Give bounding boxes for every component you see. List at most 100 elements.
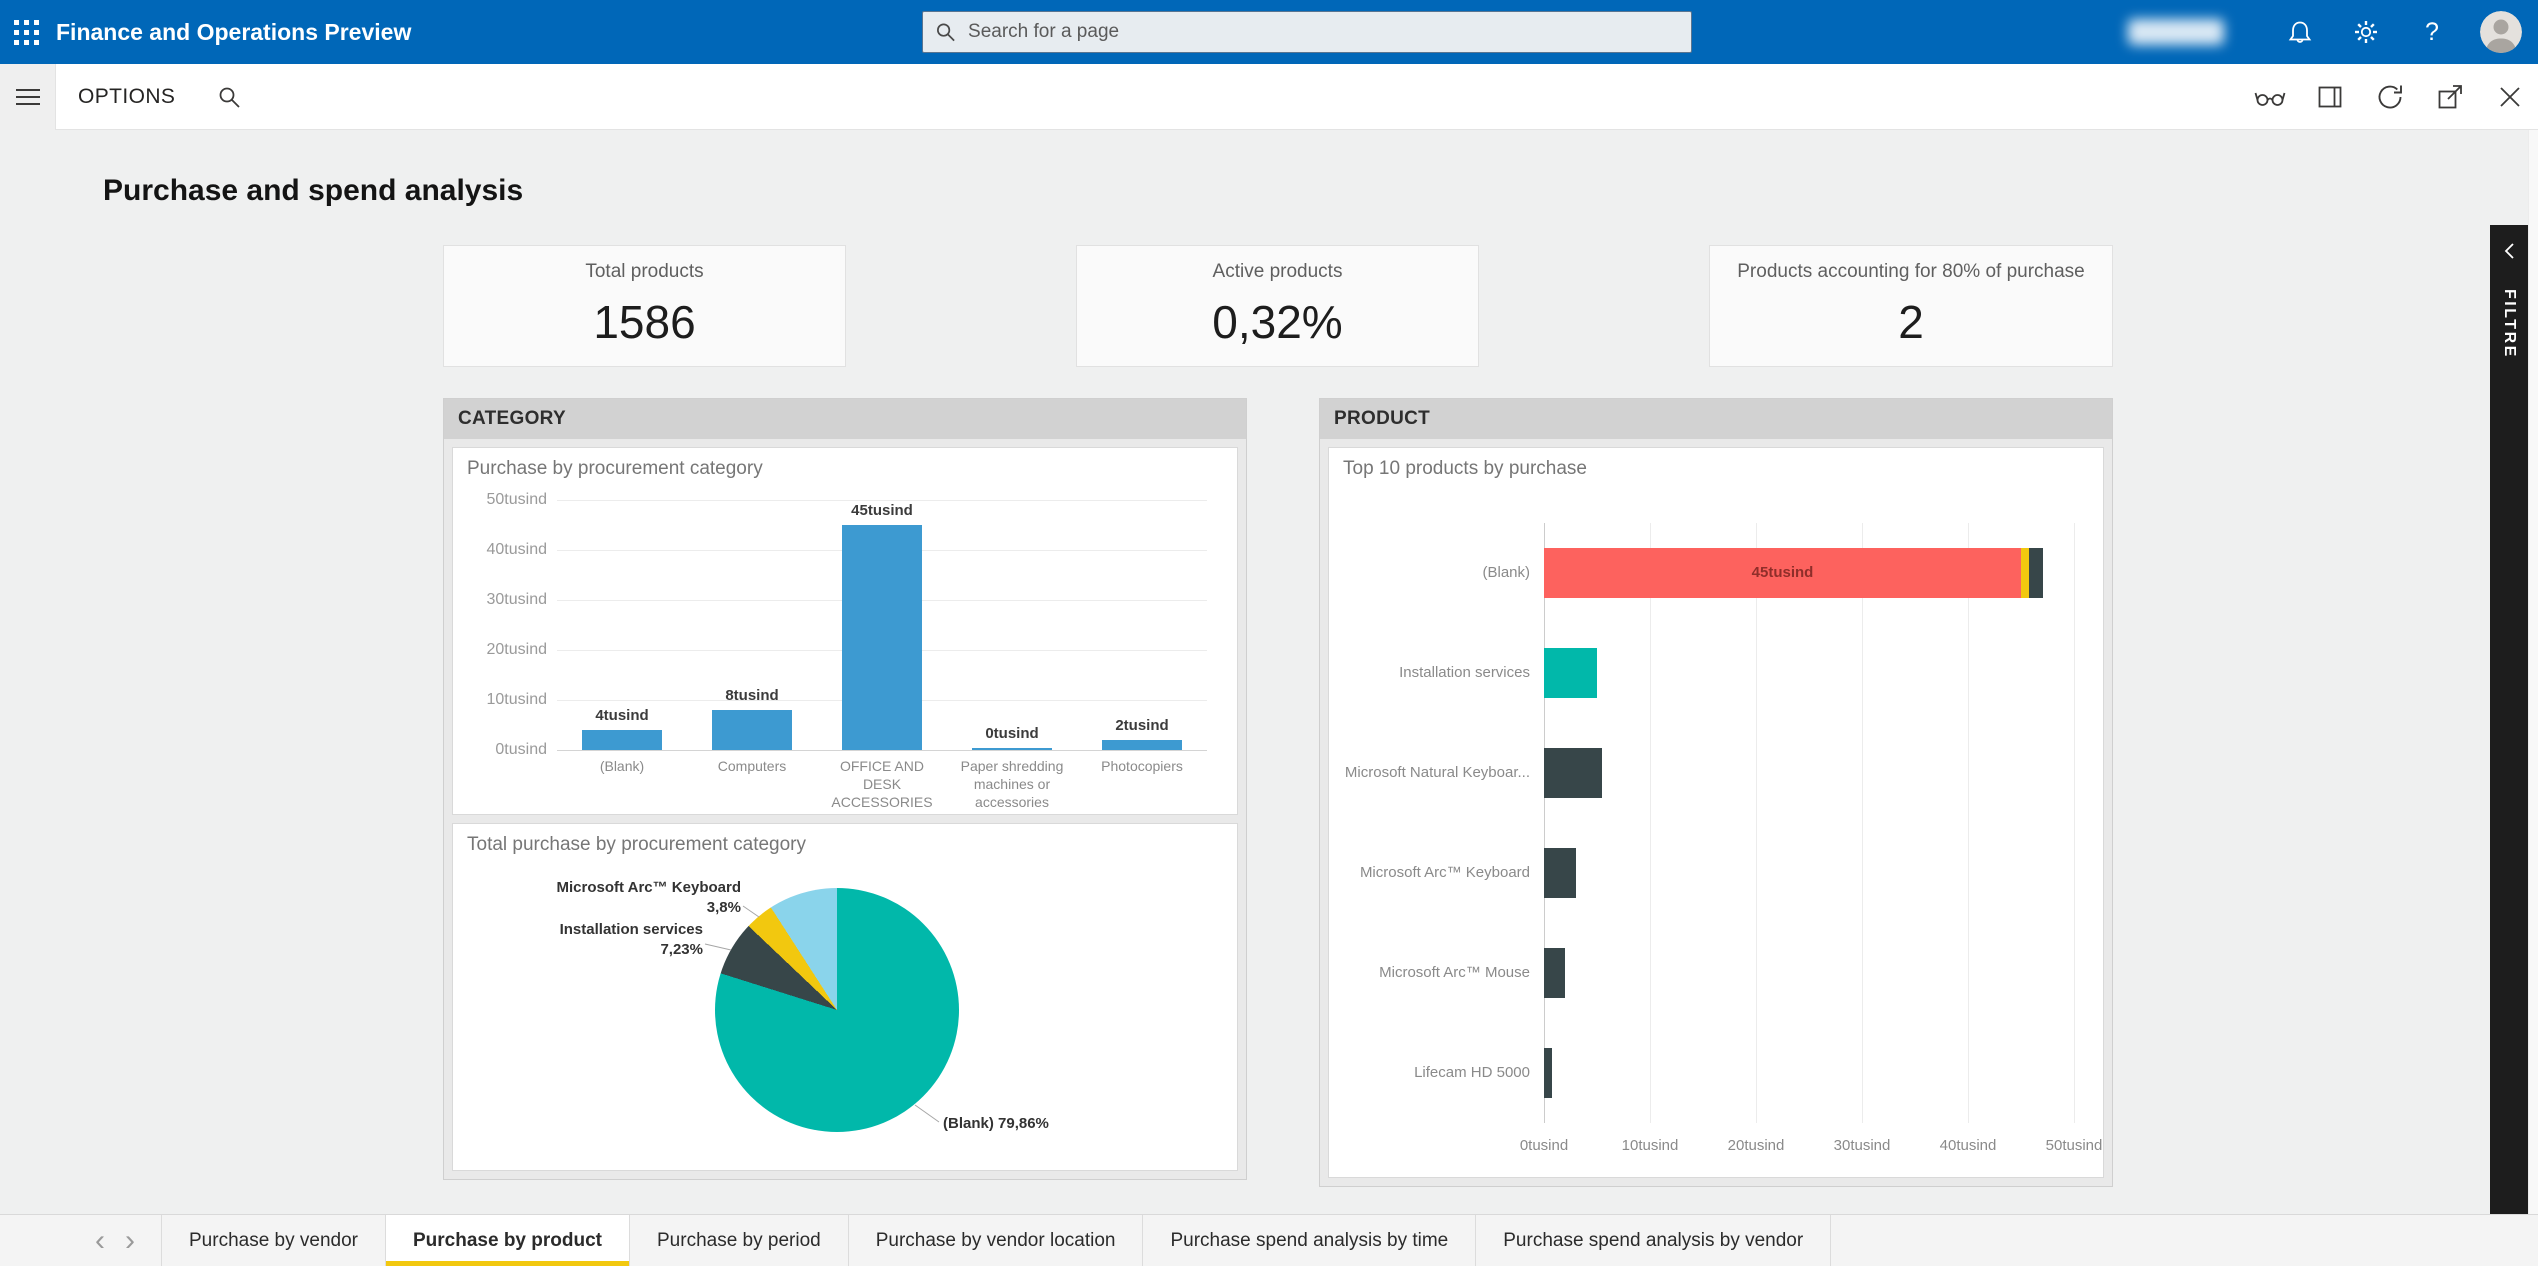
hamburger-icon [15,88,40,105]
y-category-label: Microsoft Arc™ Keyboard [1359,864,1530,881]
pie-chart-card[interactable]: Total purchase by procurement category M… [452,823,1238,1171]
topbar-actions: ? [2128,0,2538,64]
page-title: Purchase and spend analysis [103,174,524,207]
y-category-label: Microsoft Natural Keyboar... [1344,764,1530,781]
tab-purchase-spend-analysis-by-vendor[interactable]: Purchase spend analysis by vendor [1475,1215,1832,1266]
scrollbar[interactable] [2528,130,2538,1214]
kpi-value: 1586 [593,296,696,348]
options-menu[interactable]: OPTIONS [78,84,176,108]
bar-installation-services[interactable] [1544,648,1597,698]
help-button[interactable]: ? [2414,14,2450,50]
expand-filter-chevron-icon[interactable] [2502,241,2516,261]
kpi-label: Active products [1212,261,1343,282]
page-search-box[interactable] [922,11,1692,53]
tab-purchase-by-vendor-location[interactable]: Purchase by vendor location [847,1215,1143,1266]
glasses-icon [2254,92,2286,106]
bar-microsoft-arc-keyboard[interactable] [1544,848,1576,898]
gridline-0tusind [557,750,1207,751]
refresh-button[interactable] [2374,81,2406,113]
tab-scroll-controls: ‹ › [0,1215,161,1266]
tab-scroll-right-icon[interactable]: › [125,1223,135,1257]
question-mark-icon: ? [2425,17,2439,46]
filter-pane-label: FILTRE [2501,289,2518,359]
task-recorder-button[interactable] [2254,81,2286,113]
filter-pane[interactable]: FILTRE [2490,225,2528,1214]
x-category-label: Paper shredding machines or accessories [960,758,1064,810]
bar-value-label: 45tusind [851,502,913,519]
open-in-new-window-icon [2438,84,2462,108]
gear-icon [2355,21,2377,43]
y-category-label: Microsoft Arc™ Mouse [1379,964,1530,981]
product-panel: PRODUCT Top 10 products by purchase 0tus… [1319,398,2113,1187]
person-icon [2480,11,2522,53]
bar-blank[interactable] [582,730,662,750]
kpi-card-total-products[interactable]: Total products 1586 [443,245,846,367]
nav-menu-button[interactable] [0,63,56,130]
gridline-10tusind [1650,523,1651,1123]
tab-scroll-left-icon[interactable]: ‹ [95,1223,105,1257]
search-icon [219,87,240,108]
search-icon [937,23,955,42]
y-tick-label: 30tusind [486,591,548,608]
close-button[interactable] [2494,81,2526,113]
gridline-50tusind [557,500,1207,501]
bar-value-label: 0tusind [985,725,1039,742]
hbar-plot: 0tusind 10tusind 20tusind 30tusind 40tusind 5… [1345,523,2102,1154]
x-tick-label: 50tusind [2045,1137,2103,1154]
pie-label-installation-services: Installation services 7,23% [513,920,703,961]
search-input[interactable] [968,21,1679,43]
x-category-label: OFFICE AND DESK ACCESSORIES [831,758,933,810]
bar-blank[interactable] [1544,548,2021,598]
y-tick-label: 20tusind [486,641,548,658]
report-tab-bar: ‹ › Purchase by vendor Purchase by produc… [0,1214,2538,1266]
close-icon [2500,86,2520,107]
bar-stack-segment[interactable] [2021,548,2030,598]
category-panel-header: CATEGORY [444,399,1246,439]
x-tick-label: 0tusind [1519,1137,1569,1154]
bar-lifecam-hd-5000[interactable] [1544,1048,1553,1098]
gridline-40tusind [1968,523,1969,1123]
bar-paper-shredding-machines-or-accessories[interactable] [972,748,1052,750]
command-search-button[interactable] [217,85,241,109]
waffle-icon [13,19,39,45]
category-panel: CATEGORY Purchase by procurement categor… [443,398,1247,1180]
bar-value-label: 8tusind [725,687,779,704]
app-title[interactable]: Finance and Operations Preview [56,18,412,45]
bar-stack-segment[interactable] [2029,548,2044,598]
bar-chart-card[interactable]: Purchase by procurement category 0tusind… [452,447,1238,815]
bar-microsoft-arc-mouse[interactable] [1544,948,1566,998]
hbar-chart-title: Top 10 products by purchase [1343,458,1587,479]
pie-label-pct: 3,8% [706,899,741,917]
kpi-row: Total products 1586 Active products 0,32% Pr… [0,245,2538,367]
kpi-card-active-products[interactable]: Active products 0,32% [1076,245,1479,367]
pie-label-name: Installation services [559,921,703,938]
open-in-new-window-button[interactable] [2434,81,2466,113]
kpi-value: 0,32% [1212,296,1343,348]
notifications-button[interactable] [2282,14,2318,50]
gridline-20tusind [1756,523,1757,1123]
app-launcher-button[interactable] [0,0,52,64]
tab-purchase-spend-analysis-by-time[interactable]: Purchase spend analysis by time [1142,1215,1475,1266]
kpi-value: 2 [1898,296,1924,348]
bar-office-and-desk-accessories[interactable] [842,525,922,750]
hbar-chart-card[interactable]: Top 10 products by purchase 0tusind 10tus… [1328,447,2104,1178]
kpi-label: Total products [585,261,704,282]
tab-purchase-by-product[interactable]: Purchase by product [385,1215,629,1266]
bar-microsoft-natural-keyboar[interactable] [1544,748,1603,798]
account-avatar[interactable] [2480,11,2522,53]
command-bar-actions [2254,81,2538,113]
bar-photocopiers[interactable] [1102,740,1182,750]
kpi-card-products-accounting-for-80-of-purchase[interactable]: Products accounting for 80% of purchase 2 [1709,245,2113,367]
gridline-30tusind [1862,523,1863,1123]
y-tick-label: 0tusind [495,741,547,758]
tab-purchase-by-period[interactable]: Purchase by period [629,1215,848,1266]
bar-computers[interactable] [712,710,792,750]
side-panel-button[interactable] [2314,81,2346,113]
settings-button[interactable] [2348,14,2384,50]
tab-purchase-by-vendor[interactable]: Purchase by vendor [161,1215,385,1266]
y-category-label: Installation services [1399,664,1530,681]
y-tick-label: 40tusind [486,541,548,558]
user-name-blurred [2128,19,2224,45]
pie-shape[interactable] [715,888,959,1132]
